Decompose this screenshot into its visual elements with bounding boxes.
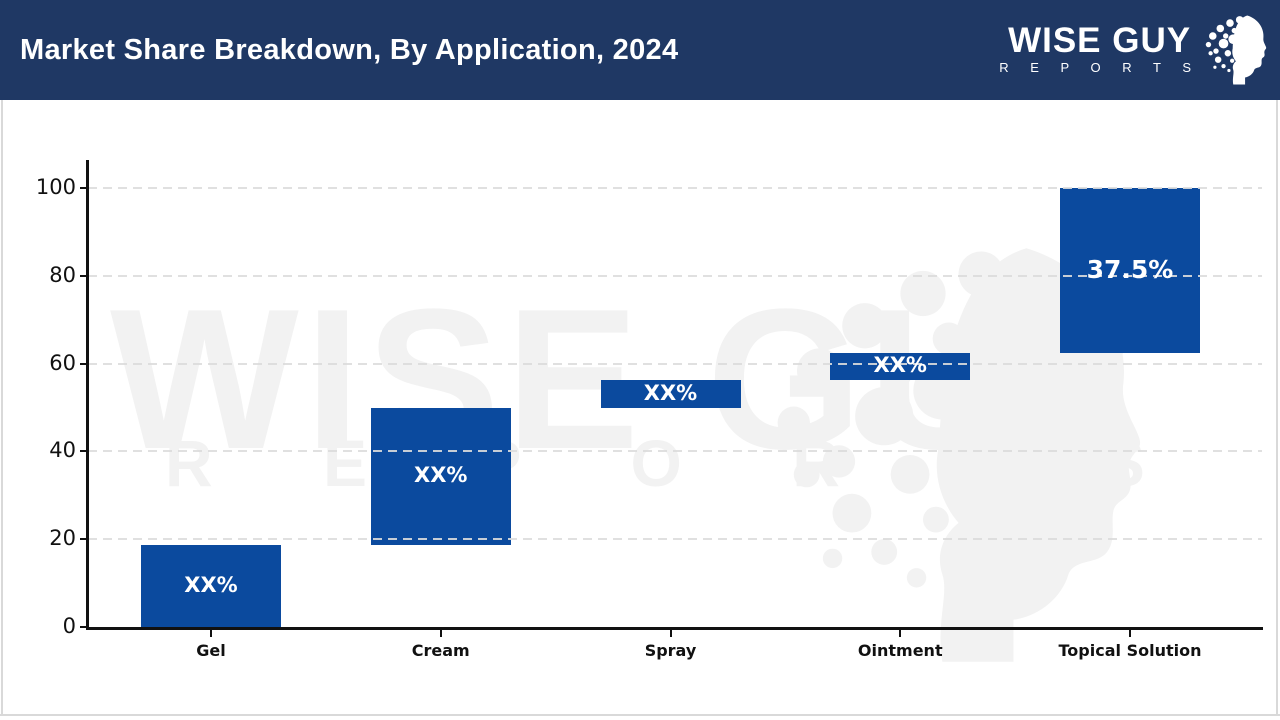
y-tick-label-0: 0 — [62, 614, 76, 638]
x-axis-line — [86, 627, 1263, 630]
bar-label-ointment: XX% — [873, 353, 927, 378]
x-tick-gel — [210, 630, 212, 637]
bar-label-spray: XX% — [643, 380, 698, 405]
bar-cream — [370, 407, 511, 545]
y-tick-label-100: 100 — [35, 175, 76, 199]
wise-guy-logo: WISE GUY R E P O R T S — [999, 0, 1272, 100]
y-tick-100 — [80, 187, 87, 189]
logo-wordmark: WISE GUY — [1008, 21, 1192, 60]
header-bar: Market Share Breakdown, By Application, … — [0, 0, 1280, 100]
page-border-bottom — [0, 714, 1280, 716]
x-tick-ointment — [899, 630, 902, 637]
bar-label-topical-solution: 37.5% — [1086, 254, 1174, 284]
bar-label-cream: XX% — [414, 463, 468, 488]
y-tick-0 — [80, 626, 87, 628]
gridline-80 — [88, 274, 1262, 277]
y-tick-label-60: 60 — [49, 350, 76, 375]
y-tick-60 — [80, 362, 87, 365]
gridline-40 — [88, 450, 1262, 453]
y-tick-label-80: 80 — [49, 262, 76, 287]
y-tick-label-40: 40 — [49, 438, 76, 463]
bar-gel — [141, 544, 281, 627]
gridline-20 — [88, 538, 1262, 541]
category-label-ointment: Ointment — [857, 641, 943, 660]
y-axis-line — [86, 160, 89, 629]
gridline-100 — [88, 187, 1262, 189]
page-border-left — [1, 100, 3, 716]
y-tick-label-20: 20 — [49, 526, 76, 551]
logo-text: WISE GUY R E P O R T S — [999, 21, 1200, 75]
y-tick-20 — [80, 538, 87, 541]
x-tick-spray — [669, 630, 672, 637]
gridline-60 — [88, 362, 1262, 365]
bar-ointment — [830, 352, 971, 381]
waterfall-chart: WISE GUY R E P O R T S 020406080100XX%Ge… — [0, 100, 1280, 720]
x-tick-cream — [439, 630, 442, 637]
y-tick-40 — [80, 450, 87, 453]
bar-label-gel: XX% — [184, 572, 238, 597]
category-label-spray: Spray — [644, 641, 697, 660]
category-label-topical-solution: Topical Solution — [1058, 641, 1202, 660]
page-title: Market Share Breakdown, By Application, … — [20, 33, 679, 66]
logo-subtitle: R E P O R T S — [999, 60, 1200, 75]
wise-guy-face-icon — [1205, 15, 1267, 85]
y-tick-80 — [80, 274, 87, 277]
bar-topical-solution — [1060, 188, 1200, 353]
category-label-cream: Cream — [411, 641, 470, 660]
category-label-gel: Gel — [196, 641, 226, 660]
bar-spray — [600, 380, 741, 408]
x-tick-topical-solution — [1129, 630, 1131, 637]
page-border-right — [1276, 100, 1278, 716]
